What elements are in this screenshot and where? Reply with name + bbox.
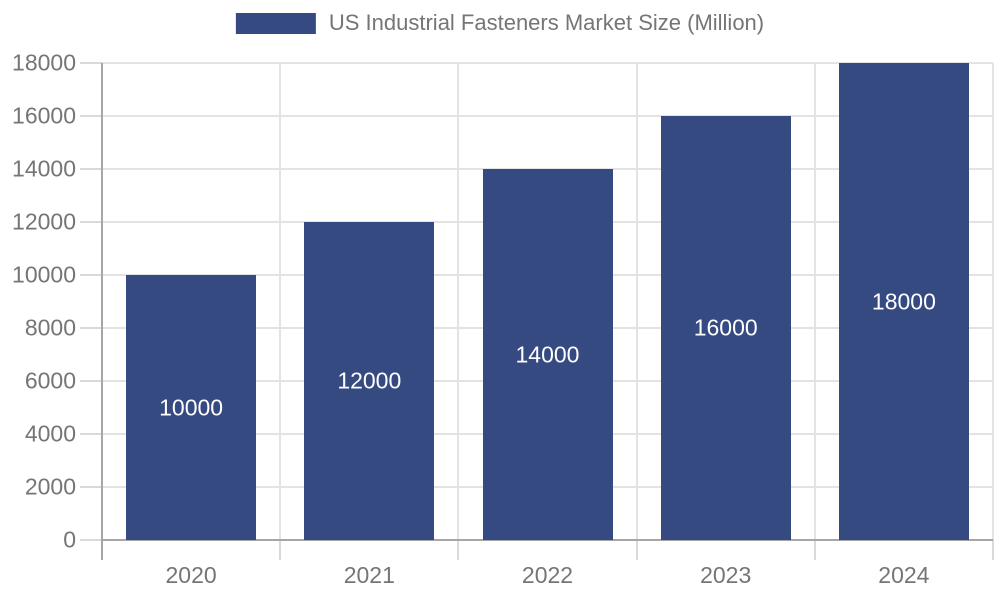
y-axis-label: 6000 [24,367,76,394]
y-axis-label: 4000 [24,420,76,447]
bar-value-label: 10000 [159,394,224,420]
bar-2023 [660,116,791,540]
x-tick [813,540,816,560]
x-axis-label: 2024 [878,562,930,588]
bar-value-label: 16000 [693,314,758,341]
y-axis-label: 8000 [24,314,76,341]
y-axis-line [101,63,103,560]
y-axis-label: 12000 [12,208,76,235]
y-tick [80,62,102,64]
x-gridline [279,63,282,540]
bar-2021 [304,222,435,540]
bar-2022 [482,169,613,540]
x-axis-label: 2021 [343,562,395,588]
y-tick [80,539,102,541]
x-tick [279,540,282,560]
x-tick [457,540,460,560]
y-tick [80,168,102,170]
x-gridline [813,63,816,540]
x-axis-label: 2022 [521,562,574,588]
y-axis-label: 16000 [12,102,76,129]
bar-value-label: 18000 [871,288,936,314]
x-gridline [457,63,460,540]
y-axis-label: 10000 [12,261,76,288]
legend-label: US Industrial Fasteners Market Size (Mil… [328,10,765,35]
x-gridline [635,63,638,540]
x-axis-label: 2023 [700,562,752,588]
y-tick [80,486,102,488]
y-tick [80,380,102,382]
y-tick [80,274,102,276]
bar-2024 [838,63,969,540]
bar-value-label: 12000 [337,367,402,394]
chart-legend: US Industrial Fasteners Market Size (Mil… [235,10,765,35]
x-axis-line [101,539,993,541]
y-axis-label: 14000 [12,155,76,182]
bar-value-label: 14000 [515,341,580,367]
y-axis-label: 2000 [24,473,76,500]
x-gridline [992,63,994,540]
x-axis-label: 2020 [165,562,217,588]
bar-2020 [126,275,257,540]
y-tick [80,115,102,117]
y-tick [80,327,102,329]
legend-swatch-icon [235,12,316,34]
y-tick [80,221,102,223]
y-gridline [102,115,993,117]
x-tick [992,540,994,560]
y-axis-label: 0 [63,526,76,553]
y-tick [80,433,102,435]
x-tick [635,540,638,560]
y-axis-label: 18000 [12,49,76,76]
y-gridline [102,62,993,64]
